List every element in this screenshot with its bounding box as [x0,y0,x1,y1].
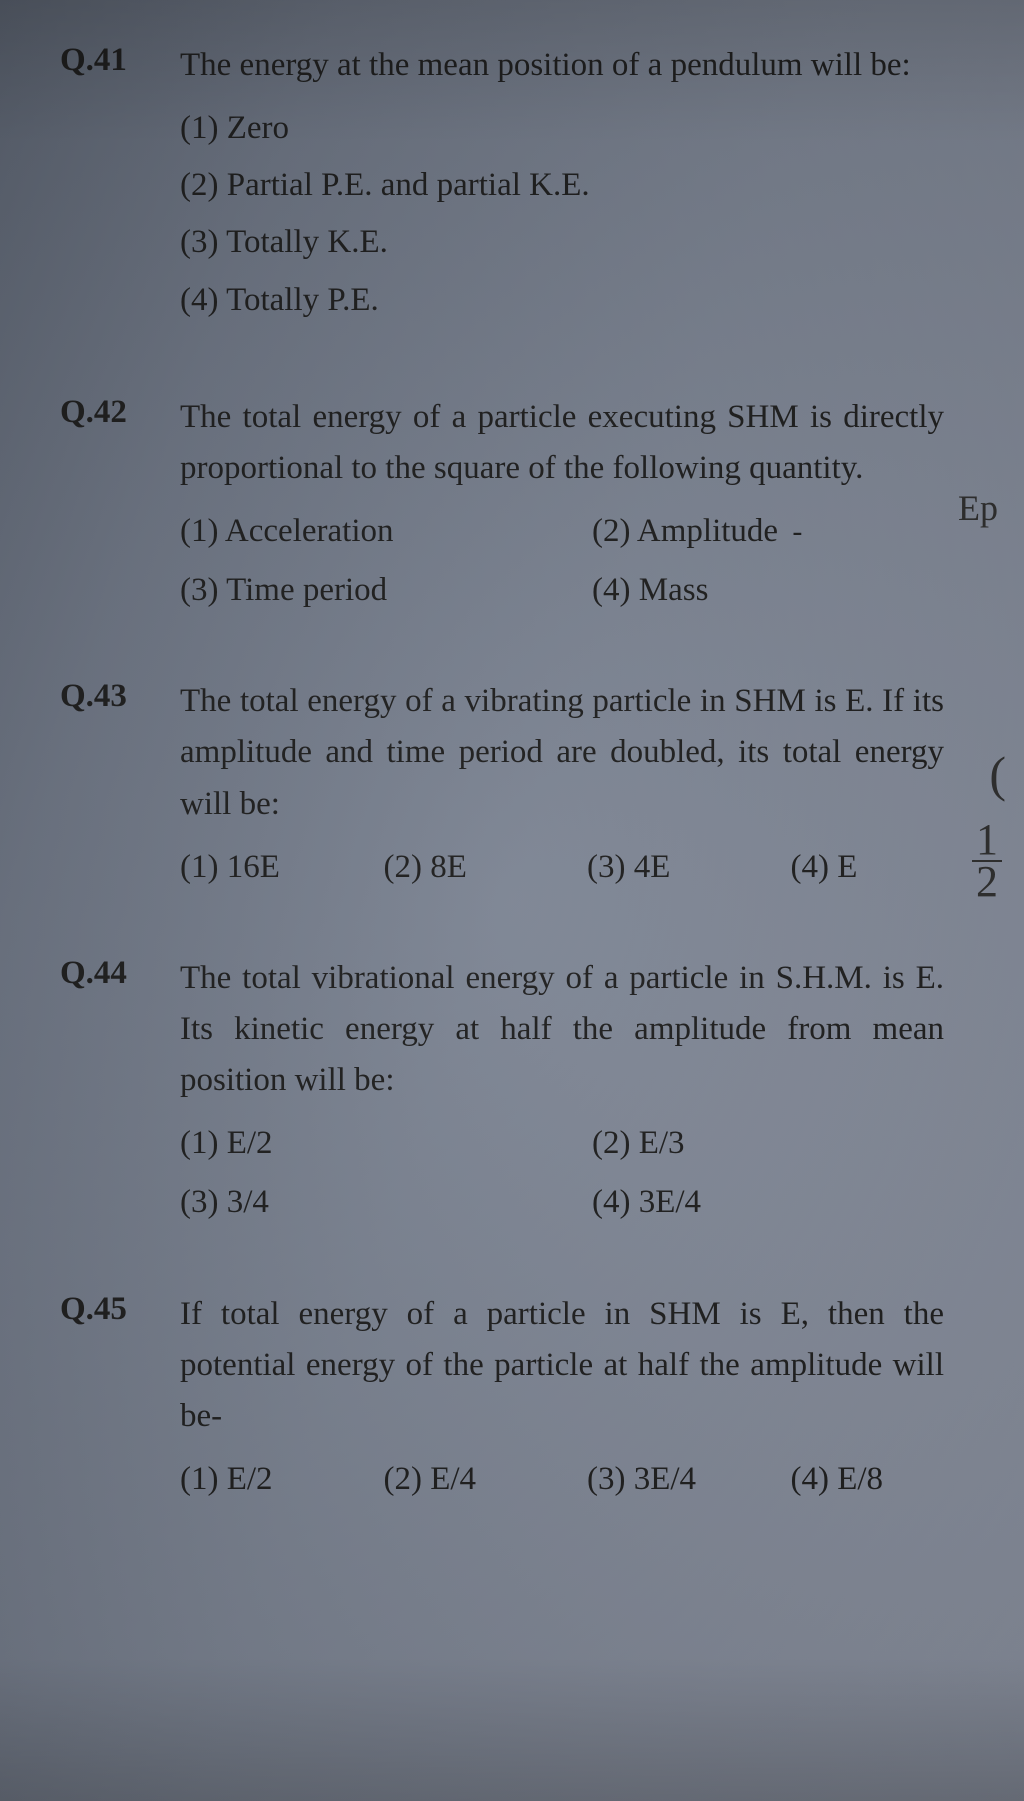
option-1: (1) Zero [180,103,984,154]
option-2: (2) Partial P.E. and partial K.E. [180,160,984,211]
option-3: (3) 4E [587,842,781,893]
question-body: The energy at the mean position of a pen… [180,40,984,332]
fraction-numerator: 1 [972,820,1002,862]
question-body: If total energy of a particle in SHM is … [180,1289,984,1506]
question-43: Q.43 The total energy of a vibrating par… [60,676,984,893]
option-1: (1) Acceleration [180,506,572,557]
option-2: (2) E/4 [384,1454,578,1505]
question-45: Q.45 If total energy of a particle in SH… [60,1289,984,1506]
option-2: (2) Amplitude - [592,506,984,557]
option-1: (1) E/2 [180,1118,572,1169]
question-stem: The total vibrational energy of a partic… [180,953,984,1106]
question-body: The total energy of a particle executing… [180,392,984,617]
option-1: (1) E/2 [180,1454,374,1505]
question-number: Q.44 [60,953,180,992]
handwritten-ep-annotation: Ep [958,490,998,526]
question-stem: The total energy of a particle executing… [180,392,984,494]
question-stem: If total energy of a particle in SHM is … [180,1289,984,1442]
option-3: (3) 3/4 [180,1177,572,1228]
question-number: Q.41 [60,40,180,79]
question-body: The total vibrational energy of a partic… [180,953,984,1229]
fraction-denominator: 2 [972,862,1002,902]
option-4: (4) 3E/4 [592,1177,984,1228]
option-4: (4) Mass [592,565,984,616]
question-stem: The total energy of a vibrating particle… [180,676,984,829]
options-row: (1) 16E (2) 8E (3) 4E (4) E [180,842,984,893]
option-3: (3) Totally K.E. [180,217,984,268]
question-stem: The energy at the mean position of a pen… [180,40,984,91]
option-3: (3) Time period [180,565,572,616]
handwritten-tick: - [792,515,802,548]
question-number: Q.45 [60,1289,180,1328]
question-number: Q.43 [60,676,180,715]
question-41: Q.41 The energy at the mean position of … [60,40,984,332]
options-grid: (1) Acceleration (2) Amplitude - (3) Tim… [180,506,984,616]
option-4: (4) Totally P.E. [180,275,984,326]
options-grid: (1) E/2 (2) E/3 (3) 3/4 (4) 3E/4 [180,1118,984,1228]
question-44: Q.44 The total vibrational energy of a p… [60,953,984,1229]
option-4: (4) E [791,842,985,893]
exam-page: Q.41 The energy at the mean position of … [0,0,1024,1801]
option-2: (2) E/3 [592,1118,984,1169]
option-4: (4) E/8 [791,1454,985,1505]
question-body: The total energy of a vibrating particle… [180,676,984,893]
option-1: (1) 16E [180,842,374,893]
handwritten-paren: ( [989,745,1006,803]
options-row: (1) E/2 (2) E/4 (3) 3E/4 (4) E/8 [180,1454,984,1505]
options-list: (1) Zero (2) Partial P.E. and partial K.… [180,103,984,326]
handwritten-half-fraction: 1 2 [972,820,1002,901]
option-3: (3) 3E/4 [587,1454,781,1505]
option-2: (2) 8E [384,842,578,893]
question-42: Q.42 The total energy of a particle exec… [60,392,984,617]
question-number: Q.42 [60,392,180,431]
